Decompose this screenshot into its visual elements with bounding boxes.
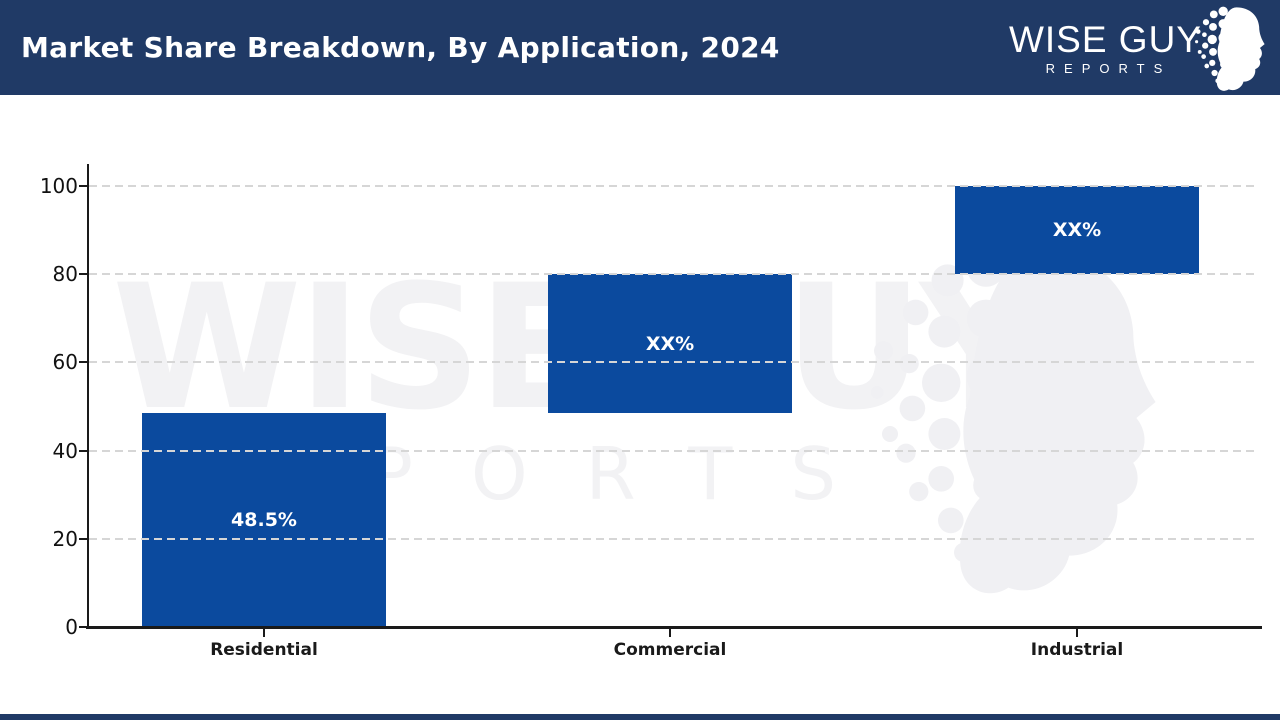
gridline-y-20	[89, 537, 1256, 540]
y-axis-tick-label: 0	[65, 615, 78, 639]
footer-bar	[0, 714, 1280, 720]
bar-value-label: XX%	[645, 332, 695, 355]
y-axis-tick	[79, 185, 88, 188]
page-title: Market Share Breakdown, By Application, …	[21, 31, 780, 64]
x-axis-label-commercial: Commercial	[613, 640, 727, 660]
gridline-y-60	[89, 361, 1256, 364]
gridline-y-100	[89, 185, 1256, 188]
bar-value-label: 48.5%	[231, 509, 297, 532]
y-axis-tick	[79, 449, 88, 452]
gridline-y-40	[89, 449, 1256, 452]
y-axis-tick	[79, 537, 88, 540]
y-axis-tick-label: 40	[52, 438, 78, 463]
y-axis-tick	[79, 361, 88, 364]
y-axis-spine	[87, 164, 89, 628]
logo-wordmark: WISE GUY	[1008, 18, 1202, 60]
wiseguy-logo-text: WISE GUY REPORTS	[1009, 21, 1202, 75]
bar-value-label: XX%	[1052, 219, 1102, 242]
gridline-y-80	[89, 273, 1256, 276]
y-axis-tick-label: 60	[52, 350, 78, 375]
x-axis-spine	[86, 626, 1262, 629]
y-axis-tick	[79, 273, 88, 276]
y-axis-tick-label: 20	[52, 526, 78, 551]
bar-industrial: XX%	[955, 186, 1199, 275]
bar-commercial: XX%	[548, 274, 792, 414]
logo-subtext: REPORTS	[1045, 60, 1172, 76]
x-axis-label-residential: Residential	[210, 640, 318, 660]
x-axis-label-industrial: Industrial	[1030, 640, 1124, 660]
x-axis-tick	[1076, 629, 1078, 637]
bar-residential: 48.5%	[142, 413, 386, 627]
y-axis-tick-label: 80	[52, 262, 78, 287]
wiseguy-logo: WISE GUY REPORTS	[1009, 5, 1280, 91]
x-axis-tick	[669, 629, 671, 637]
y-axis-tick-label: 100	[39, 174, 78, 199]
y-axis-tick	[79, 626, 88, 628]
x-axis-tick	[263, 629, 265, 637]
header-bar: Market Share Breakdown, By Application, …	[0, 0, 1280, 95]
